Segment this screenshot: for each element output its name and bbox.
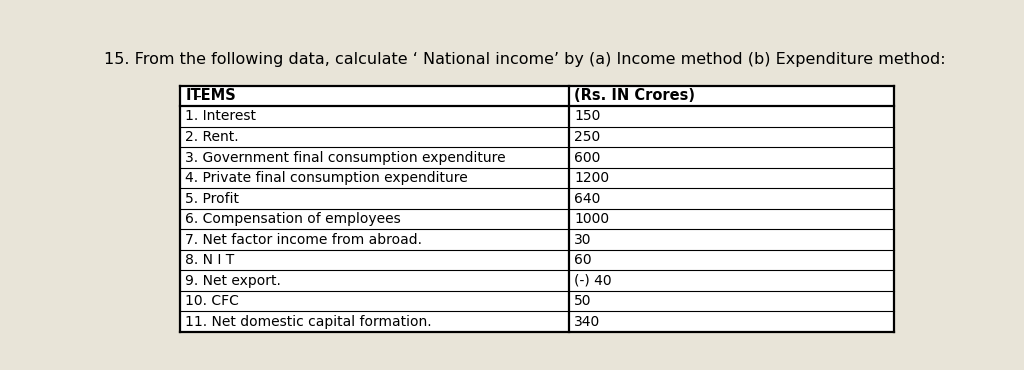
Text: 50: 50 [574, 294, 592, 308]
Text: 6. Compensation of employees: 6. Compensation of employees [185, 212, 400, 226]
Text: ITEMS: ITEMS [185, 88, 236, 104]
Text: 10. CFC: 10. CFC [185, 294, 239, 308]
Text: 3. Government final consumption expenditure: 3. Government final consumption expendit… [185, 151, 506, 165]
Text: 7. Net factor income from abroad.: 7. Net factor income from abroad. [185, 233, 422, 246]
Text: 9. Net export.: 9. Net export. [185, 273, 281, 287]
Text: (Rs. IN Crores): (Rs. IN Crores) [574, 88, 695, 104]
Text: 5. Profit: 5. Profit [185, 192, 240, 205]
Text: 11. Net domestic capital formation.: 11. Net domestic capital formation. [185, 314, 432, 329]
Text: 250: 250 [574, 130, 601, 144]
Text: 15. From the following data, calculate ‘ National income’ by (a) Income method (: 15. From the following data, calculate ‘… [104, 51, 945, 67]
Text: 2. Rent.: 2. Rent. [185, 130, 239, 144]
Text: 600: 600 [574, 151, 601, 165]
Text: 30: 30 [574, 233, 592, 246]
Text: 150: 150 [574, 110, 601, 124]
Text: 1200: 1200 [574, 171, 609, 185]
Text: (-) 40: (-) 40 [574, 273, 612, 287]
Text: 340: 340 [574, 314, 601, 329]
Text: 1000: 1000 [574, 212, 609, 226]
Text: 640: 640 [574, 192, 601, 205]
Text: -: - [196, 88, 201, 104]
Text: 8. N I T: 8. N I T [185, 253, 234, 267]
Text: 60: 60 [574, 253, 592, 267]
Text: 1. Interest: 1. Interest [185, 110, 256, 124]
Text: 4. Private final consumption expenditure: 4. Private final consumption expenditure [185, 171, 468, 185]
